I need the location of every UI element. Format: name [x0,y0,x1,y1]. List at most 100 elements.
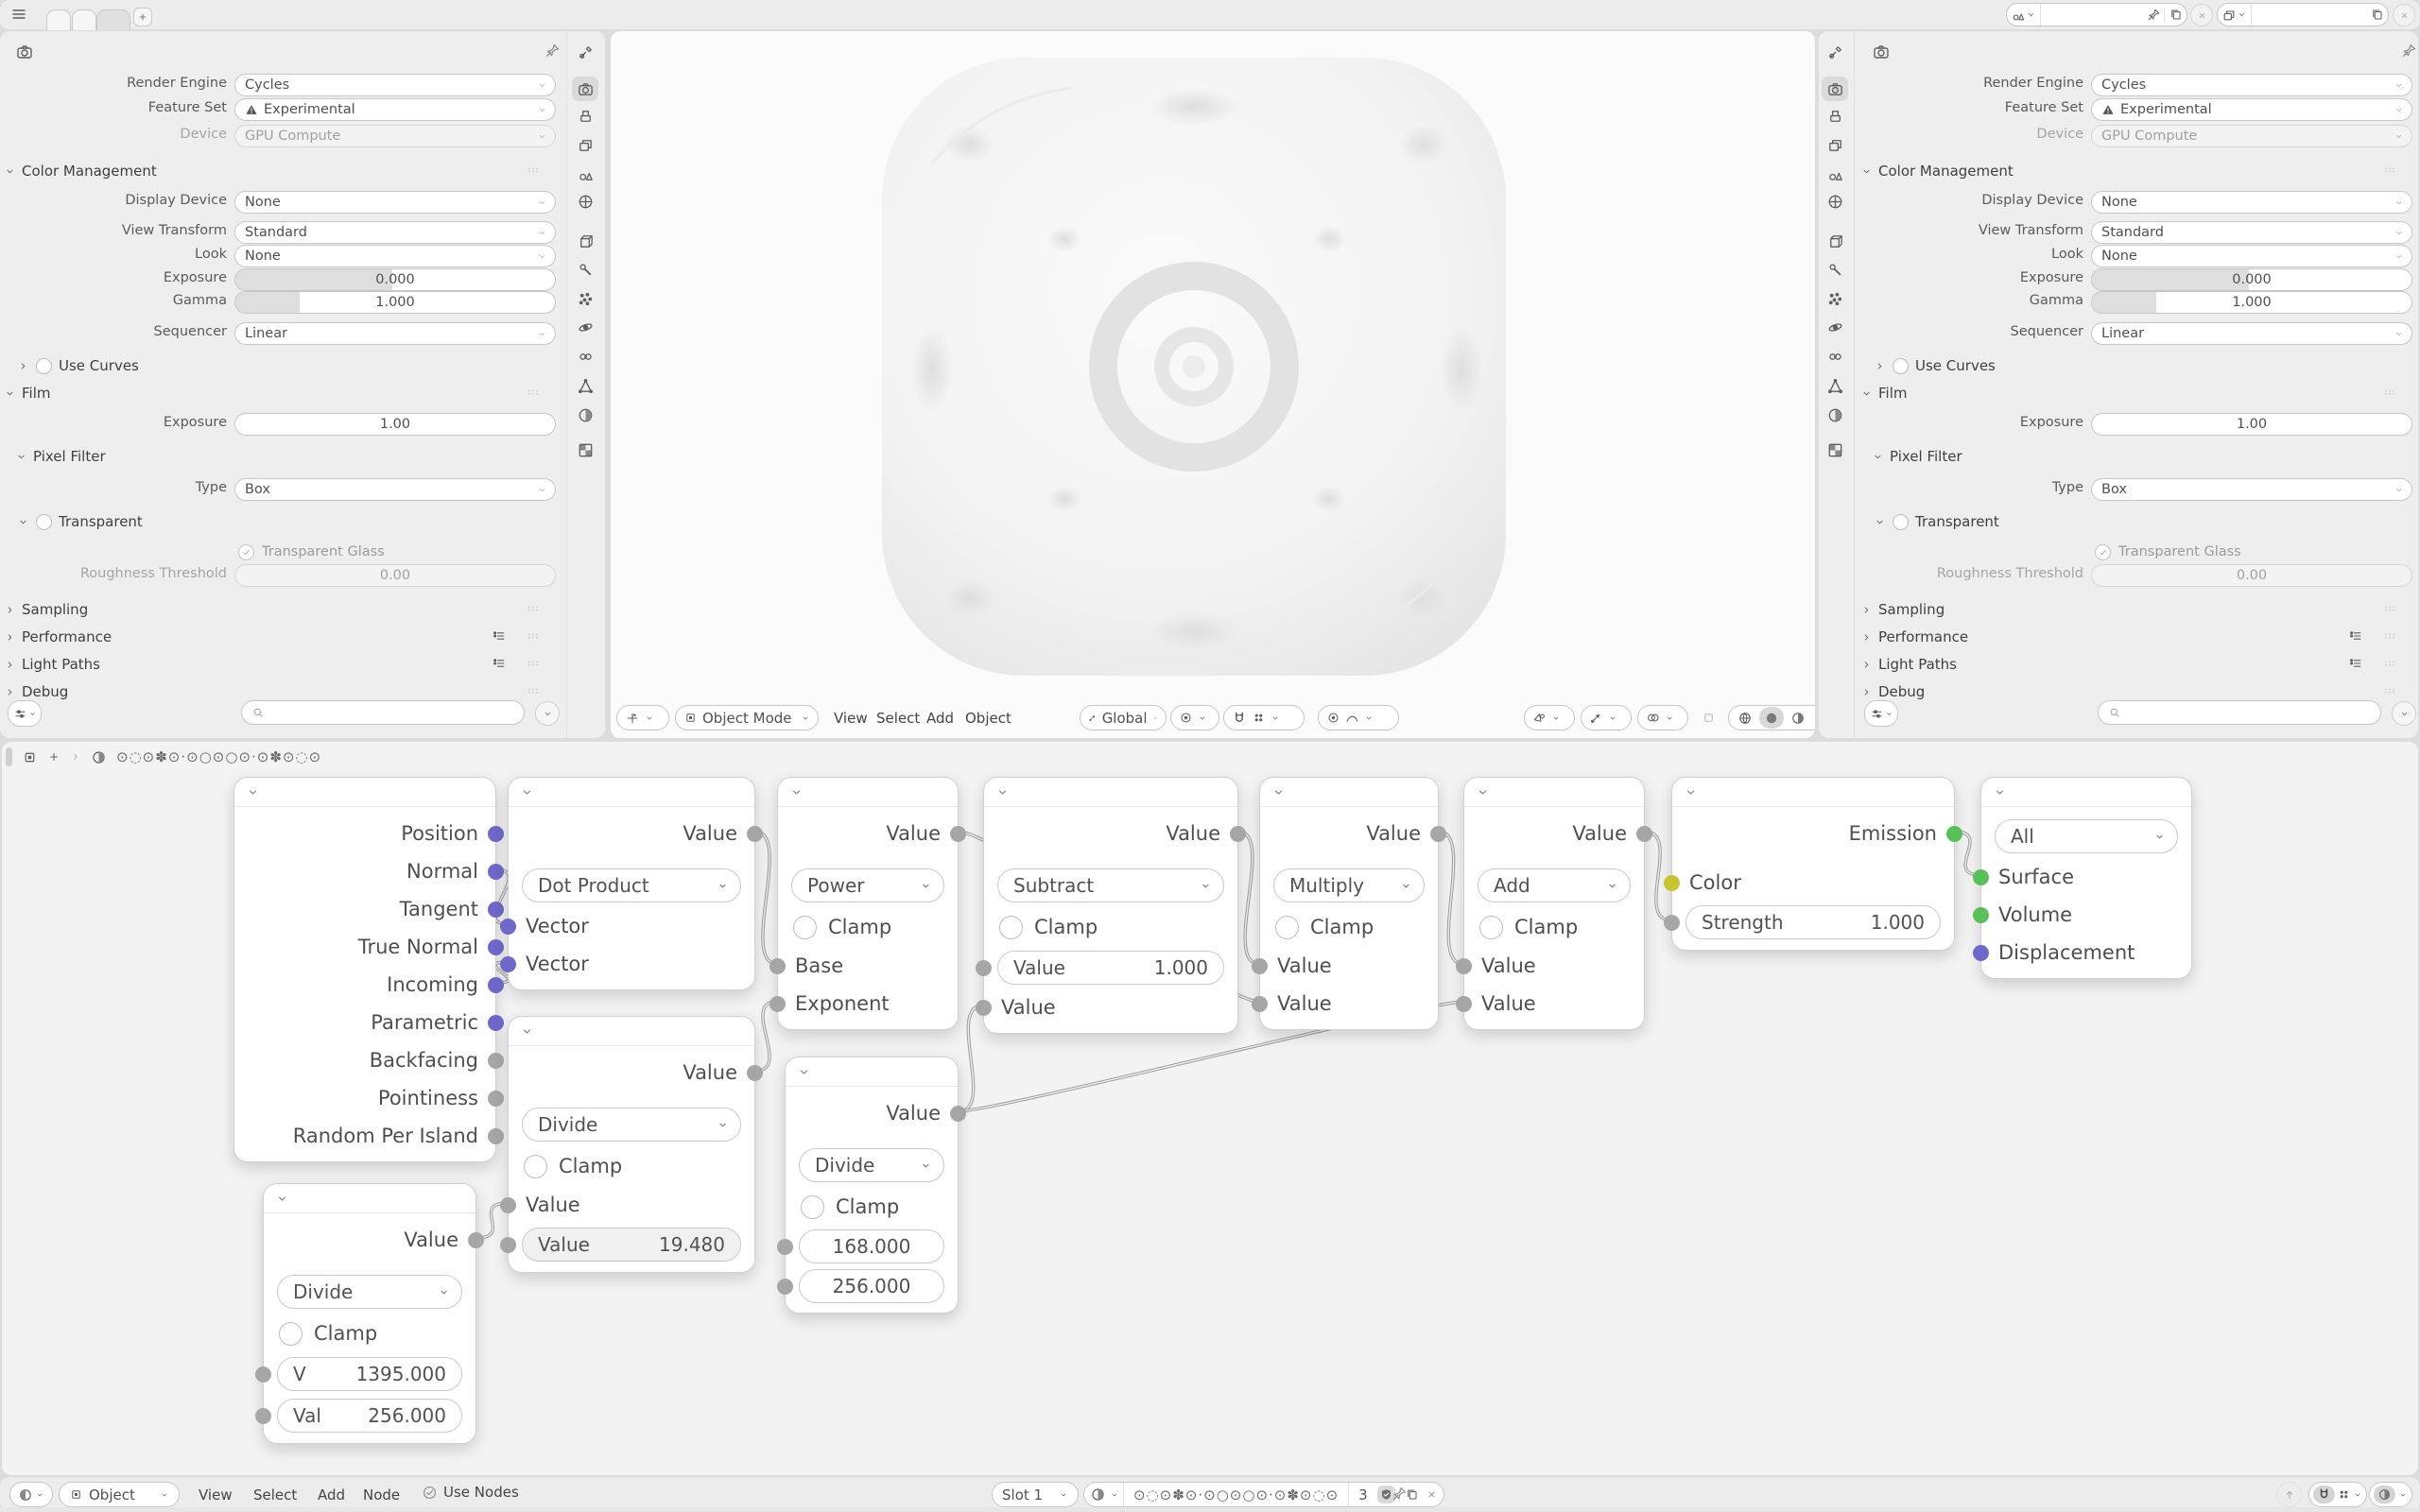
field-display-device[interactable]: None [2091,191,2412,214]
chevron-down-icon[interactable] [1110,1490,1119,1500]
properties-tab-particles[interactable] [572,286,598,311]
output-socket-value[interactable] [1636,825,1652,842]
value-field[interactable]: Strength 1.000 [1685,905,1941,939]
scene[interactable] [2011,8,2026,23]
remove-scene-button[interactable] [2190,4,2213,26]
overlays-toggle[interactable] [2374,1486,2395,1503]
show-visibility-dropdown[interactable] [1524,705,1575,730]
operation-dropdown[interactable]: Divide [277,1275,462,1309]
operation-dropdown[interactable]: All [1995,819,2178,853]
input-socket-value[interactable] [1252,957,1268,974]
clamp-checkbox[interactable] [1479,915,1503,939]
field-sequencer[interactable]: Linear [2091,322,2412,345]
properties-tab-render[interactable] [572,77,598,101]
node-menu-add[interactable]: Add [318,1486,346,1503]
field-feature-set[interactable]: Experimental [234,98,556,121]
checkbox[interactable] [1893,513,1909,530]
node-math-power[interactable]: Value Power Clamp Base Exponent [769,777,966,1030]
clamp-checkbox[interactable] [999,915,1023,939]
field-type[interactable]: Box [2091,478,2412,501]
operation-dropdown[interactable]: Add [1478,868,1631,902]
field-device[interactable]: GPU Compute [234,125,556,147]
properties-tab-modifiers[interactable] [572,257,598,282]
node-header[interactable] [234,778,495,807]
field-render-engine[interactable]: Cycles [234,74,556,96]
field-type[interactable]: Box [234,478,556,501]
show-overlays-dropdown[interactable] [1637,705,1688,730]
panel-section-light-paths[interactable]: Light Paths [1860,653,1957,676]
snap-toggle[interactable] [2313,1486,2335,1503]
value-field[interactable]: Value 1.000 [997,951,1224,985]
panel-subsection-use-curves[interactable]: Use Curves [17,354,139,377]
node-emission[interactable]: Emission Color Strength 1.000 [1664,777,1962,951]
properties-tab-particles[interactable] [1822,286,1848,311]
clamp-checkbox[interactable] [524,1154,547,1178]
go-to-parent-button[interactable] [2276,1482,2302,1507]
value-field[interactable]: V 1395.000 [277,1357,462,1391]
view-layer-name-field[interactable] [2251,4,2370,26]
panel-subsection-use-curves[interactable]: Use Curves [1874,354,1996,377]
node-math-divide-a[interactable]: Value Divide Clamp Value Value 19.480 [500,1016,763,1273]
properties-tab-world[interactable] [572,189,598,214]
properties-tab-material[interactable] [572,403,598,427]
properties-tab-output[interactable] [1822,104,1848,129]
editor-type-button[interactable] [1864,700,1898,727]
output-socket-position[interactable] [488,825,504,842]
panel-section-performance[interactable]: Performance [1860,626,1968,648]
viewport-menu-view[interactable]: View [834,710,868,727]
input-socket-value[interactable] [1456,995,1472,1012]
panel-subsection-transparent[interactable]: Transparent [17,510,143,533]
proportional-edit-group[interactable] [1318,705,1399,730]
clamp-checkbox[interactable] [279,1321,302,1346]
input-socket-base[interactable] [769,957,786,974]
properties-tab-scene[interactable] [572,162,598,186]
input-socket-value[interactable] [976,959,992,976]
checkbox-row[interactable]: Transparent Glass [2095,541,2241,563]
properties-tab-world[interactable] [1822,189,1848,214]
shading-material-preview-button[interactable] [1786,707,1810,729]
copy-view-layer-button[interactable] [2370,8,2384,22]
input-socket-value[interactable] [1664,914,1680,931]
properties-tab-texture[interactable] [572,438,598,462]
input-socket-vector[interactable] [500,955,516,972]
unlink-material-button[interactable] [1423,1488,1438,1501]
value-field[interactable]: Val 256.000 [277,1399,462,1433]
value-field[interactable]: 256.000 [799,1269,944,1303]
node-math-divide-b[interactable]: Value Divide Clamp 168.000 256.000 [777,1057,966,1314]
checkbox[interactable] [36,357,52,374]
properties-tab-scene[interactable] [1822,162,1848,186]
input-socket-value[interactable] [500,1196,516,1213]
material[interactable] [1090,1486,1106,1503]
shader-type-dropdown[interactable]: Object [59,1482,180,1507]
preset-icon[interactable] [492,656,507,671]
properties-tab-object-data[interactable] [1822,373,1848,398]
node-header[interactable] [264,1184,475,1213]
editor-type-button[interactable] [8,700,42,727]
viewport-3d[interactable]: Object Mode View Select Add Object Global [611,31,1815,738]
output-socket-value[interactable] [950,825,966,842]
properties-tab-constraints[interactable] [1822,344,1848,369]
output-socket-random-per-island[interactable] [488,1127,504,1144]
field-sequencer[interactable]: Linear [234,322,556,345]
checkbox-row[interactable]: Transparent Glass [238,541,385,563]
node-math-add[interactable]: Value Add Clamp Value Value [1456,777,1652,1030]
field-gamma[interactable]: 1.000 [2091,291,2412,314]
node-math-divide-c[interactable]: Value Divide Clamp V 1395.000 Val 256.000 [255,1183,484,1444]
checkbox[interactable] [238,543,254,560]
output-socket-backfacing[interactable] [488,1052,504,1069]
shading-wireframe-button[interactable] [1733,707,1757,729]
field-render-engine[interactable]: Cycles [2091,74,2412,96]
field-look[interactable]: None [234,245,556,267]
chevron-down-icon[interactable] [2353,1490,2362,1500]
input-socket-value[interactable] [500,1236,516,1253]
workspace-tab[interactable] [96,9,130,30]
operation-dropdown[interactable]: Multiply [1273,868,1425,902]
properties-tab-output[interactable] [572,104,598,129]
node-header[interactable] [778,778,958,807]
field-view-transform[interactable]: Standard [2091,221,2412,244]
panel-section-debug[interactable]: Debug [1860,680,1925,703]
panel-section-film[interactable]: Film [1860,382,1907,404]
field-exposure[interactable]: 1.00 [234,413,556,436]
panel-section-pixel-filter[interactable]: Pixel Filter [1872,445,1962,468]
viewport-menu-select[interactable]: Select [876,710,921,727]
